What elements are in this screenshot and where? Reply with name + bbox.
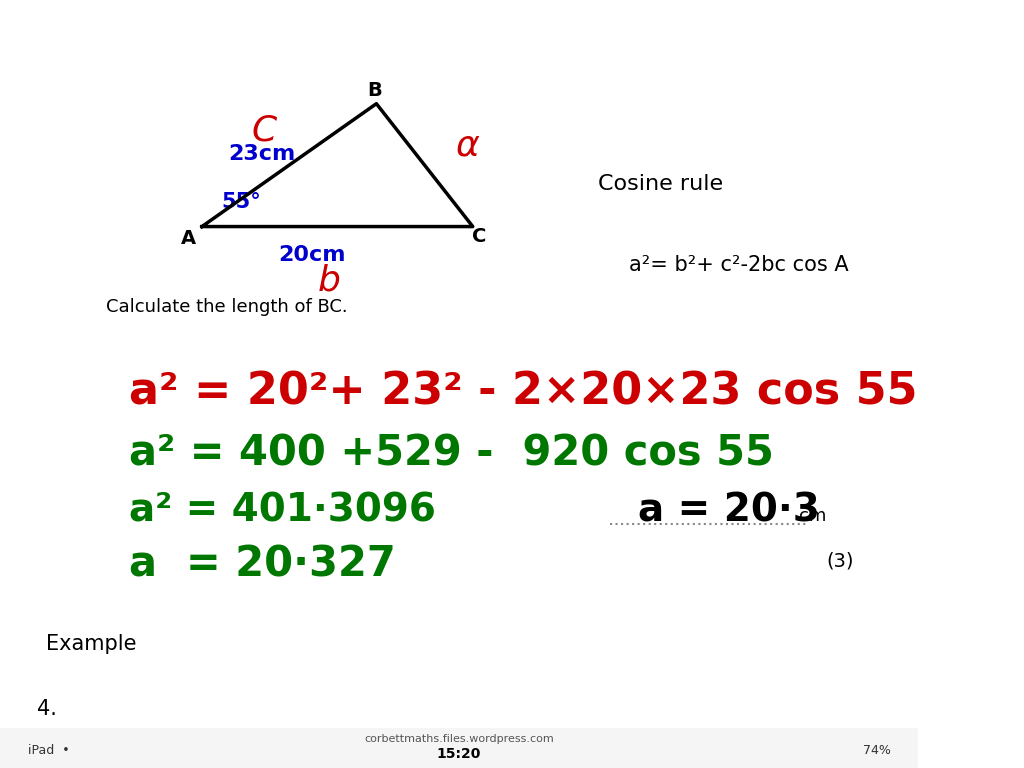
Text: iPad  •: iPad • [28, 744, 70, 756]
Text: a  = 20·327: a = 20·327 [129, 544, 395, 585]
Text: a² = 401·3096: a² = 401·3096 [129, 492, 435, 530]
Text: a² = 400 +529 -  920 cos 55: a² = 400 +529 - 920 cos 55 [129, 432, 773, 474]
Text: 74%: 74% [862, 744, 891, 756]
Text: B: B [368, 81, 382, 100]
Text: a²= b²+ c²-2bc cos A: a²= b²+ c²-2bc cos A [629, 255, 849, 275]
Text: 55°: 55° [221, 192, 261, 212]
Text: 20cm: 20cm [279, 245, 346, 265]
Text: C: C [252, 114, 278, 147]
Text: Cosine rule: Cosine rule [598, 174, 724, 194]
Text: cm: cm [799, 507, 826, 525]
Text: 4.: 4. [37, 699, 56, 719]
Text: a² = 20²+ 23² - 2×20×23 cos 55: a² = 20²+ 23² - 2×20×23 cos 55 [129, 370, 918, 413]
Text: Example: Example [46, 634, 136, 654]
Text: a = 20·3: a = 20·3 [638, 492, 820, 530]
Text: corbettmaths.files.wordpress.com: corbettmaths.files.wordpress.com [365, 733, 554, 744]
Text: C: C [472, 227, 486, 246]
Text: 23cm: 23cm [228, 144, 295, 164]
Bar [0, 728, 918, 768]
Text: b: b [317, 263, 340, 297]
Text: (3): (3) [826, 551, 854, 570]
Text: α: α [457, 129, 480, 163]
Text: 15:20: 15:20 [437, 747, 481, 761]
Text: Calculate the length of BC.: Calculate the length of BC. [105, 298, 347, 316]
Text: A: A [180, 229, 196, 247]
